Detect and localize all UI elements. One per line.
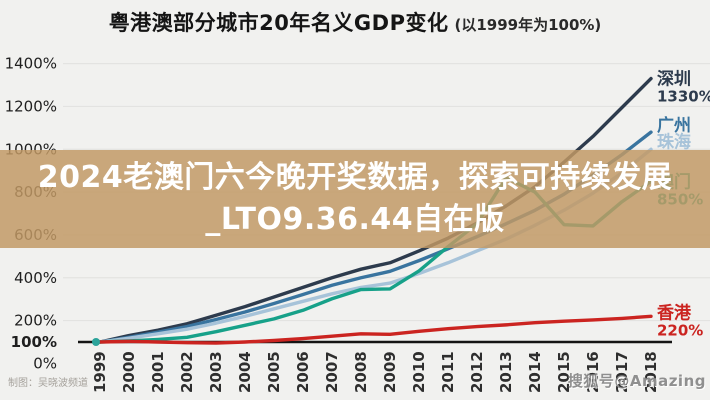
overlay-banner-line1: 2024老澳门六今晚开奖数据，探索可持续发展 [37, 160, 673, 195]
y-tick-label-100: 100% [11, 333, 57, 351]
x-tick-label-2015: 2015 [555, 351, 573, 393]
x-tick-label-2008: 2008 [352, 351, 370, 393]
x-tick-label-2000: 2000 [120, 351, 138, 393]
x-tick-label-2018: 2018 [642, 351, 660, 393]
series-start-dot [92, 338, 100, 346]
x-tick-label-2005: 2005 [265, 351, 283, 393]
y-tick-label-1400: 1400% [5, 55, 57, 73]
series-label-zhuhai: 珠海 [657, 131, 691, 152]
x-tick-label-2007: 2007 [323, 351, 341, 393]
y-tick-label-1200: 1200% [5, 97, 57, 115]
y-tick-label-200: 200% [14, 312, 57, 330]
chart-title-note: (以1999年为100%) [454, 16, 602, 34]
x-tick-label-2016: 2016 [584, 351, 602, 393]
series-line-hongkong [98, 314, 653, 345]
x-tick-label-2003: 2003 [207, 351, 225, 393]
y-tick-label-400: 400% [14, 269, 57, 287]
series-value-label-shenzhen: 1330% [657, 88, 710, 106]
x-tick-label-2012: 2012 [468, 351, 486, 393]
x-tick-label-2013: 2013 [497, 351, 515, 393]
x-tick-label-2009: 2009 [381, 351, 399, 393]
x-tick-label-2014: 2014 [526, 351, 544, 393]
overlay-spam-banner: 2024老澳门六今晚开奖数据，探索可持续发展 _LTO9.36.44自在版 [0, 150, 710, 248]
series-label-shenzhen: 深圳 [657, 69, 691, 90]
x-tick-label-2017: 2017 [613, 351, 631, 393]
series-label-guangzhou: 广州 [657, 115, 691, 136]
x-tick-label-2002: 2002 [178, 351, 196, 393]
y-tick-label-0: 0% [33, 354, 57, 372]
x-tick-label-2004: 2004 [236, 351, 254, 393]
x-tick-label-2006: 2006 [294, 351, 312, 393]
series-label-hongkong: 香港 [657, 302, 692, 323]
x-tick-label-2010: 2010 [410, 351, 428, 393]
x-tick-label-2001: 2001 [149, 351, 167, 393]
sohu-watermark: 搜狐号@Amazing [567, 372, 706, 390]
chart-credit: 制图：吴晓波频道 [8, 378, 88, 389]
overlay-banner-line2: _LTO9.36.44自在版 [205, 202, 505, 237]
chart-title-main: 粤港澳部分城市20年名义GDP变化 [108, 11, 449, 35]
series-value-label-hongkong: 220% [657, 321, 703, 339]
chart-title: 粤港澳部分城市20年名义GDP变化 (以1999年为100%) [0, 7, 710, 37]
x-tick-label-2011: 2011 [439, 351, 457, 393]
x-tick-label-1999: 1999 [91, 351, 109, 393]
